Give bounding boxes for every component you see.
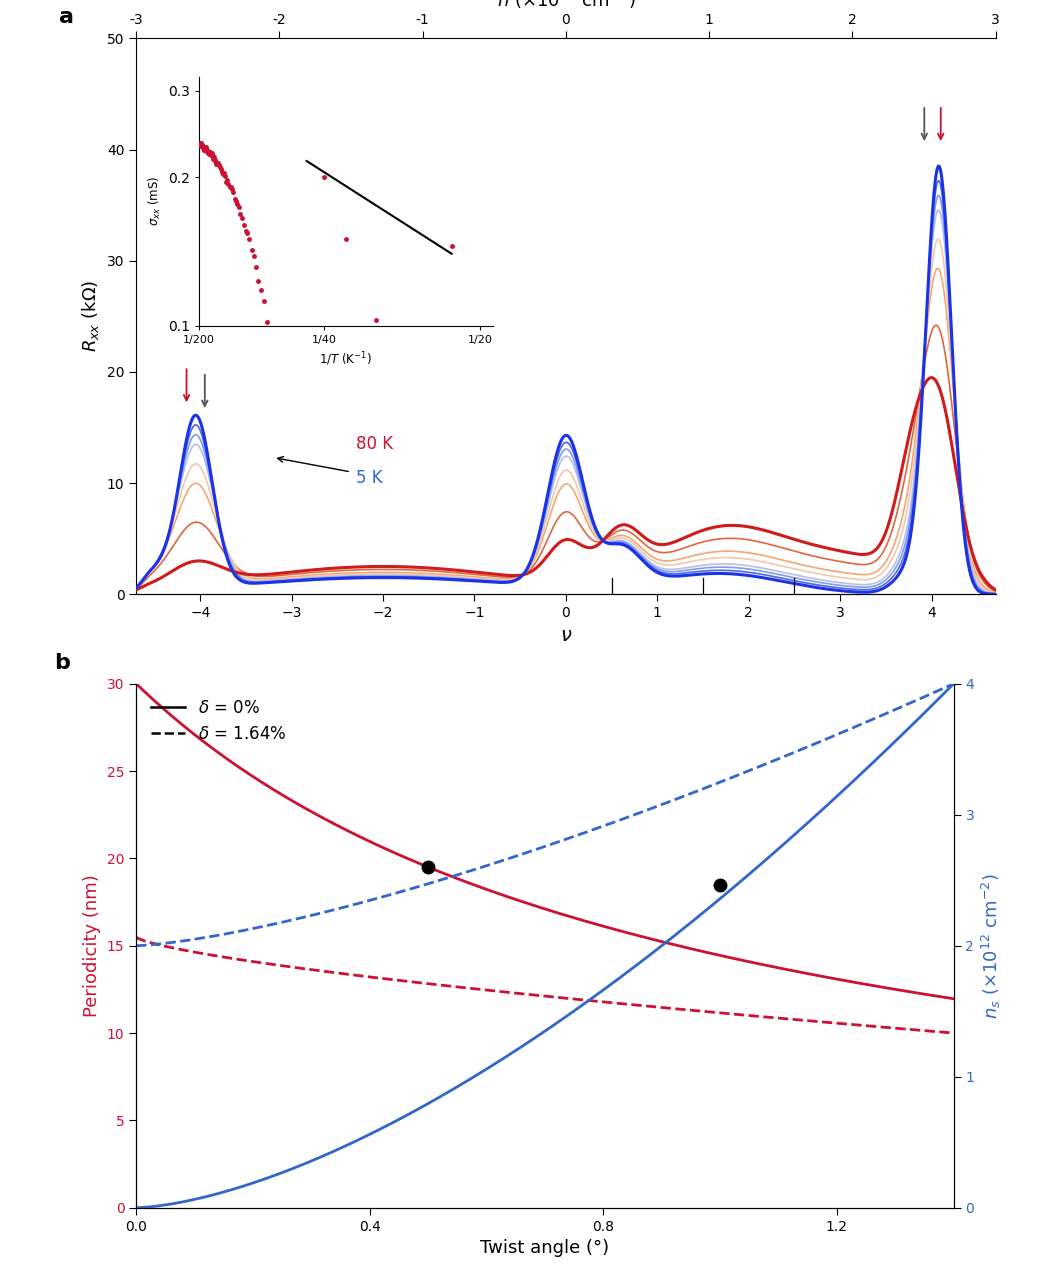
Text: a: a [59, 8, 74, 27]
X-axis label: $n$ ($\times$10$^{12}$ cm$^{-2}$): $n$ ($\times$10$^{12}$ cm$^{-2}$) [497, 0, 635, 12]
Text: 80 K: 80 K [355, 436, 393, 454]
Y-axis label: $n_s$ ($\times$10$^{12}$ cm$^{-2}$): $n_s$ ($\times$10$^{12}$ cm$^{-2}$) [980, 873, 1003, 1019]
X-axis label: $\nu$: $\nu$ [560, 626, 572, 644]
X-axis label: Twist angle (°): Twist angle (°) [480, 1240, 610, 1258]
Y-axis label: $R_{xx}$ (k$\Omega$): $R_{xx}$ (k$\Omega$) [81, 280, 102, 353]
Text: b: b [54, 653, 70, 674]
X-axis label: 1/$T$ (K$^{-1}$): 1/$T$ (K$^{-1}$) [320, 350, 372, 368]
Y-axis label: Periodicity (nm): Periodicity (nm) [83, 874, 102, 1017]
Legend: $\delta$ = 0%, $\delta$ = 1.64%: $\delta$ = 0%, $\delta$ = 1.64% [145, 693, 293, 750]
Y-axis label: $\sigma_{xx}$ (mS): $\sigma_{xx}$ (mS) [147, 176, 162, 226]
Text: 5 K: 5 K [355, 469, 383, 487]
